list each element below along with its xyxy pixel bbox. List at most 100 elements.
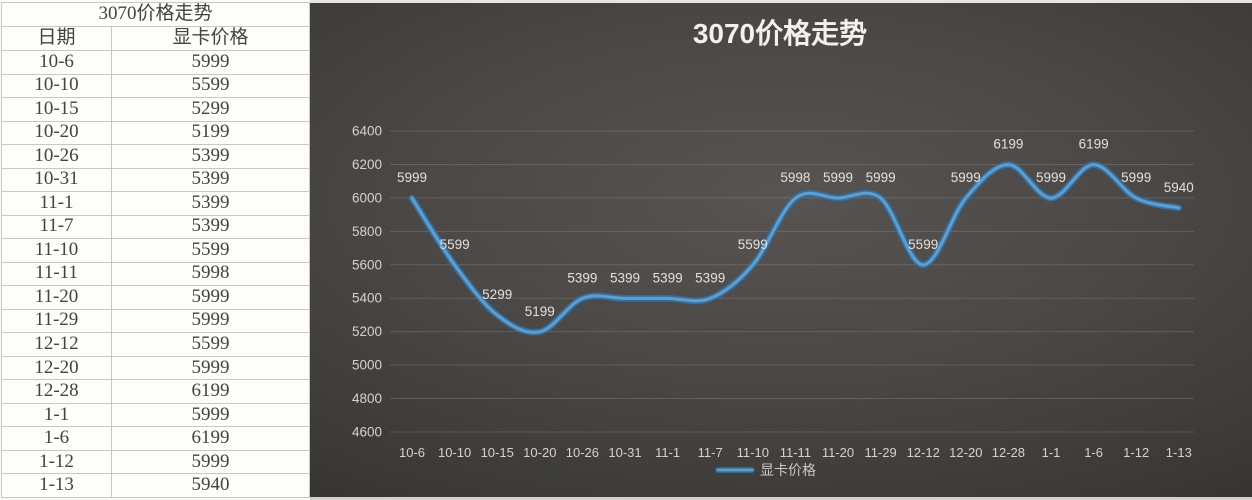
x-axis-label: 10-20 [523, 445, 556, 460]
price-trend-chart[interactable]: 3070价格走势 6400 6200 6000 5800 5600 5400 5200 500… [310, 0, 1252, 500]
price-cell[interactable]: 6199 [110, 379, 311, 404]
table-row: 1-13 5940 [1, 473, 311, 498]
table-row: 11-7 5399 [1, 214, 311, 240]
table-row: 11-1 5399 [1, 191, 311, 216]
x-axis-label: 1-6 [1084, 445, 1103, 460]
y-axis-label: 4600 [352, 425, 382, 440]
data-label: 5299 [482, 287, 512, 302]
price-cell[interactable]: 5999 [110, 355, 311, 381]
date-cell[interactable]: 12-28 [1, 379, 112, 404]
table-row: 10-15 5299 [1, 97, 311, 122]
price-cell[interactable]: 5599 [110, 73, 311, 99]
photo-edge-bottom [310, 497, 1252, 500]
table-row: 10-26 5399 [1, 144, 311, 169]
price-cell[interactable]: 5998 [110, 261, 311, 287]
price-cell[interactable]: 5999 [110, 308, 311, 334]
date-header-cell[interactable]: 日期 [1, 26, 112, 51]
y-axis-label: 5000 [352, 358, 382, 373]
data-label: 5199 [525, 304, 555, 319]
x-axis-label: 11-29 [864, 445, 896, 460]
table-row: 10-10 5599 [1, 73, 311, 99]
data-label: 5399 [567, 270, 597, 285]
y-axis-label: 6000 [352, 190, 382, 205]
date-cell[interactable]: 1-13 [1, 473, 112, 498]
price-cell[interactable]: 5999 [110, 449, 311, 475]
plot-area: 6400 6200 6000 5800 5600 5400 5200 5000 4800 4600… [352, 124, 1194, 460]
x-axis-label: 11-1 [655, 445, 680, 460]
price-cell[interactable]: 5599 [110, 332, 311, 357]
x-axis-label: 10-26 [566, 445, 599, 460]
data-label: 5399 [695, 270, 725, 285]
price-cell[interactable]: 5599 [110, 238, 311, 263]
data-label: 5599 [738, 237, 768, 252]
table-row: 10-31 5399 [1, 167, 311, 193]
x-axis-label: 1-12 [1123, 445, 1149, 460]
x-axis-label: 11-10 [737, 445, 769, 460]
date-cell[interactable]: 11-29 [1, 308, 112, 334]
price-cell[interactable]: 5399 [110, 191, 311, 216]
table-row: 12-20 5999 [1, 355, 311, 381]
chart-title: 3070价格走势 [693, 18, 867, 49]
legend[interactable]: 显卡价格 [715, 462, 816, 478]
table-title-row: 3070价格走势 [0, 2, 311, 27]
price-cell[interactable]: 5999 [110, 285, 311, 310]
price-cell[interactable]: 5199 [110, 120, 311, 146]
data-label: 5399 [653, 270, 683, 285]
date-cell[interactable]: 11-20 [1, 285, 112, 310]
x-axis-label: 10-15 [481, 445, 514, 460]
table-row: 11-10 5599 [1, 238, 311, 263]
price-cell[interactable]: 5999 [110, 402, 311, 428]
chart-panel[interactable]: 3070价格走势 6400 6200 6000 5800 5600 5400 5200 500… [310, 0, 1252, 500]
date-cell[interactable]: 1-12 [1, 449, 112, 475]
table-header-row: 日期 显卡价格 [1, 26, 311, 51]
date-cell[interactable]: 12-20 [1, 355, 112, 381]
price-cell[interactable]: 5999 [110, 50, 311, 75]
table-body: 10-6 5999 10-10 5599 10-15 5299 10- [1, 50, 311, 498]
date-cell[interactable]: 10-26 [1, 144, 112, 169]
data-label: 5999 [397, 170, 427, 185]
data-label: 5999 [866, 170, 896, 185]
x-axis-label: 10-10 [438, 445, 471, 460]
date-cell[interactable]: 11-11 [1, 261, 112, 287]
date-cell[interactable]: 1-1 [1, 402, 112, 428]
table-row: 12-12 5599 [1, 332, 311, 357]
date-cell[interactable]: 1-6 [1, 426, 112, 451]
date-cell[interactable]: 11-7 [1, 214, 112, 240]
price-cell[interactable]: 5399 [110, 214, 311, 240]
y-axis-label: 4800 [352, 391, 382, 406]
data-label: 5940 [1164, 180, 1194, 195]
price-cell[interactable]: 5940 [110, 473, 311, 498]
data-label: 6199 [993, 137, 1023, 152]
date-cell[interactable]: 12-12 [1, 332, 112, 357]
x-axis-label: 12-20 [949, 445, 982, 460]
date-cell[interactable]: 10-10 [1, 73, 112, 99]
price-cell[interactable]: 6199 [110, 426, 311, 451]
price-cell[interactable]: 5399 [110, 144, 311, 169]
date-cell[interactable]: 10-6 [1, 50, 112, 75]
table-row: 10-6 5999 [1, 50, 311, 75]
date-cell[interactable]: 10-20 [1, 120, 112, 146]
x-axis-label: 11-11 [780, 445, 811, 460]
table-title-cell[interactable]: 3070价格走势 [0, 2, 311, 27]
table-row: 11-20 5999 [1, 285, 311, 310]
x-axis-label: 10-31 [608, 445, 641, 460]
table-row: 11-11 5998 [1, 261, 311, 287]
table-row: 11-29 5999 [1, 308, 311, 334]
x-axis-label: 1-13 [1166, 445, 1192, 460]
y-axis-label: 6200 [352, 157, 382, 172]
y-axis-label: 5400 [352, 291, 382, 306]
date-cell[interactable]: 10-15 [1, 97, 112, 122]
table-row: 1-12 5999 [1, 449, 311, 475]
data-label: 5999 [1036, 170, 1066, 185]
data-label: 5999 [1121, 170, 1151, 185]
price-cell[interactable]: 5299 [110, 97, 311, 122]
y-axis-label: 5600 [352, 257, 382, 272]
price-header-cell[interactable]: 显卡价格 [110, 26, 311, 51]
date-cell[interactable]: 11-1 [1, 191, 112, 216]
price-cell[interactable]: 5399 [110, 167, 311, 193]
x-axis-label: 11-7 [698, 445, 723, 460]
table-row: 10-20 5199 [1, 120, 311, 146]
date-cell[interactable]: 10-31 [1, 167, 112, 193]
date-cell[interactable]: 11-10 [1, 238, 112, 263]
